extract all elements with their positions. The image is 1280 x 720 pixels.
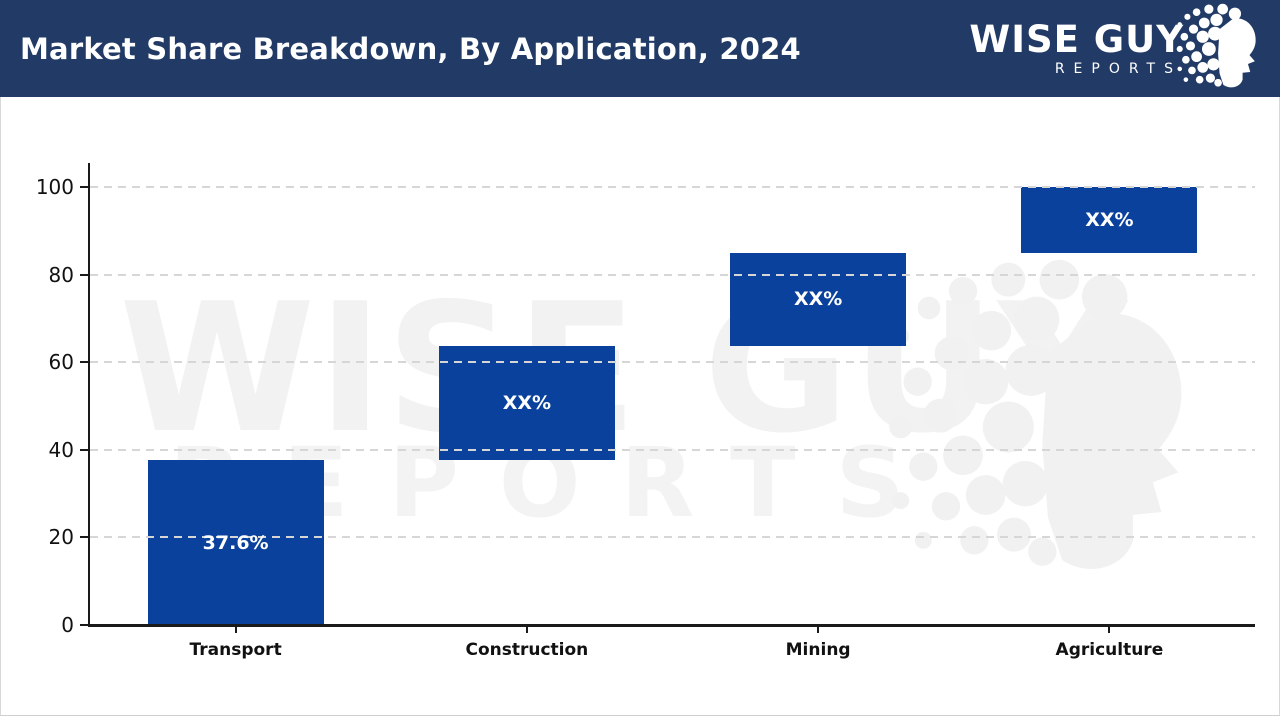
bar-mining (730, 253, 907, 346)
logo-wordmark-line1: WISE GUY (969, 17, 1184, 61)
logo-wordmark-line2: REPORTS (1054, 60, 1182, 77)
gridline (90, 536, 1255, 539)
y-tick-mark (80, 273, 88, 276)
bar-construction (438, 345, 615, 461)
bar-value-label: XX% (1085, 209, 1134, 232)
x-tick-label-transport: Transport (189, 640, 282, 660)
y-tick-label: 60 (48, 350, 74, 375)
y-tick-mark (80, 624, 88, 626)
y-axis-line (88, 163, 90, 627)
y-tick-mark (80, 536, 88, 539)
bar-transport (147, 460, 324, 625)
chart-area: WISE GUY REPORTS 0 20 40 60 80 100 37.6% Transp… (0, 97, 1280, 716)
gridline (90, 186, 1255, 188)
bar-value-label: XX% (793, 288, 843, 311)
x-tick-label-agriculture: Agriculture (1055, 640, 1164, 660)
bar-value-label: XX% (502, 391, 552, 414)
gridline (90, 448, 1255, 451)
y-tick-label: 40 (48, 437, 74, 462)
x-tick-mark (817, 625, 820, 633)
y-tick-mark (80, 186, 88, 188)
x-tick-mark (234, 625, 237, 633)
bar-value-label: 37.6% (202, 531, 269, 554)
watermark-head-icon (889, 259, 1182, 569)
y-tick-mark (80, 448, 88, 451)
x-tick-label-construction: Construction (465, 640, 589, 660)
report-header: Market Share Breakdown, By Application, … (0, 0, 1280, 97)
gridline (90, 361, 1255, 364)
y-tick-label: 20 (48, 525, 74, 550)
y-tick-label: 0 (61, 613, 74, 637)
x-tick-label-mining: Mining (785, 640, 851, 660)
x-tick-mark (1108, 625, 1111, 633)
bar-agriculture (1021, 187, 1198, 254)
y-tick-label: 80 (48, 262, 74, 287)
x-tick-mark (525, 625, 528, 633)
y-tick-mark (80, 361, 88, 364)
gridline (90, 273, 1255, 276)
wiseguy-logo: WISE GUY REPORTS (969, 0, 1270, 97)
logo-wordmark: WISE GUY REPORTS (969, 21, 1184, 77)
y-tick-label: 100 (35, 175, 74, 199)
page-title: Market Share Breakdown, By Application, … (20, 31, 801, 66)
dotted-head-profile-icon (1176, 3, 1256, 87)
x-axis-line (88, 624, 1255, 627)
